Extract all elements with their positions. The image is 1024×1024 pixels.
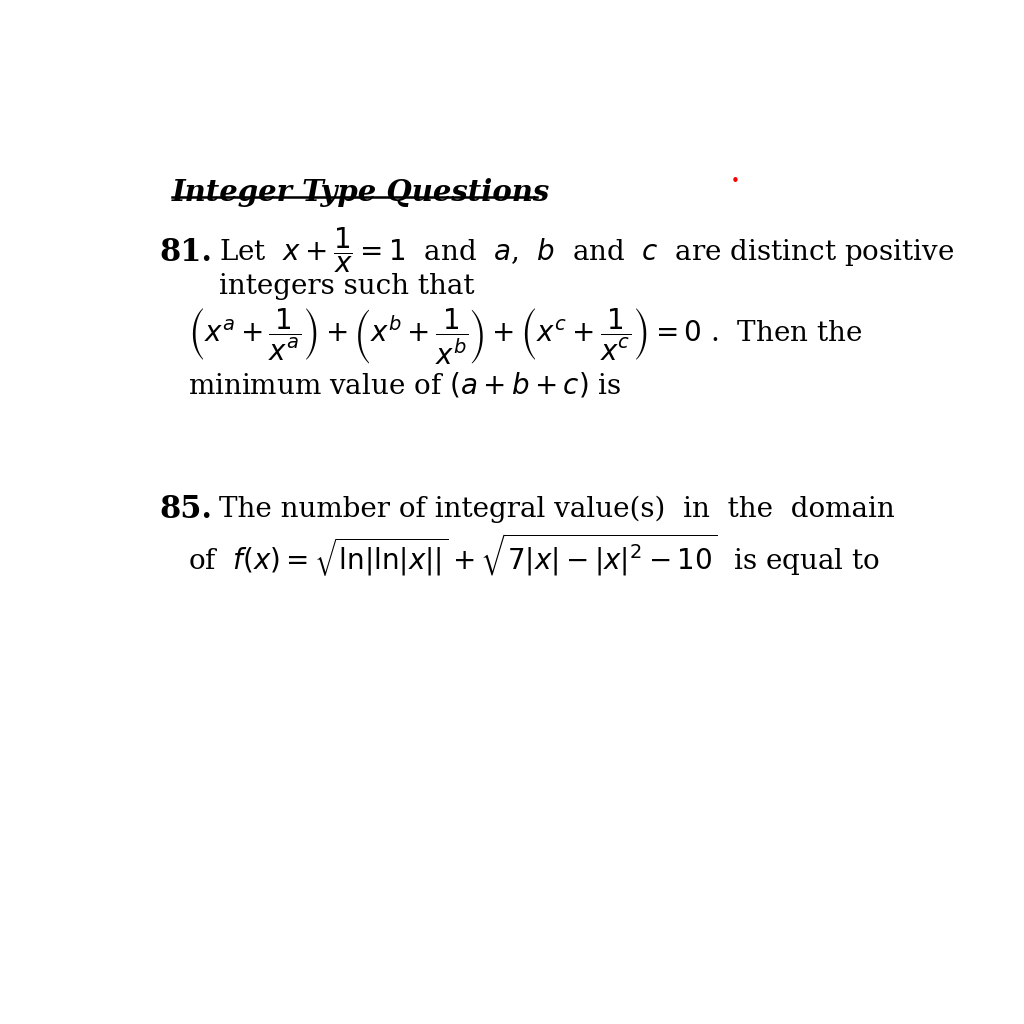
Text: minimum value of $\left(a+b+c\right)$ is: minimum value of $\left(a+b+c\right)$ is [187, 370, 621, 399]
Text: The number of integral value(s)  in  the  domain: The number of integral value(s) in the d… [219, 496, 895, 523]
Text: Let  $x+\dfrac{1}{x}=1$  and  $a$,  $b$  and  $c$  are distinct positive: Let $x+\dfrac{1}{x}=1$ and $a$, $b$ and … [219, 225, 954, 275]
Text: •: • [731, 174, 740, 189]
Text: $\left(x^a+\dfrac{1}{x^a}\right)+\left(x^b+\dfrac{1}{x^b}\right)+\left(x^c+\dfra: $\left(x^a+\dfrac{1}{x^a}\right)+\left(x… [187, 307, 862, 368]
Text: integers such that: integers such that [219, 272, 475, 300]
Text: 81.: 81. [160, 238, 213, 268]
Text: 85.: 85. [160, 494, 213, 524]
Text: of  $f(x)=\sqrt{\ln|\ln|x||}+\sqrt{7|x|-|x|^2-10}$  is equal to: of $f(x)=\sqrt{\ln|\ln|x||}+\sqrt{7|x|-|… [187, 531, 880, 579]
Text: Integer Type Questions: Integer Type Questions [172, 178, 550, 207]
